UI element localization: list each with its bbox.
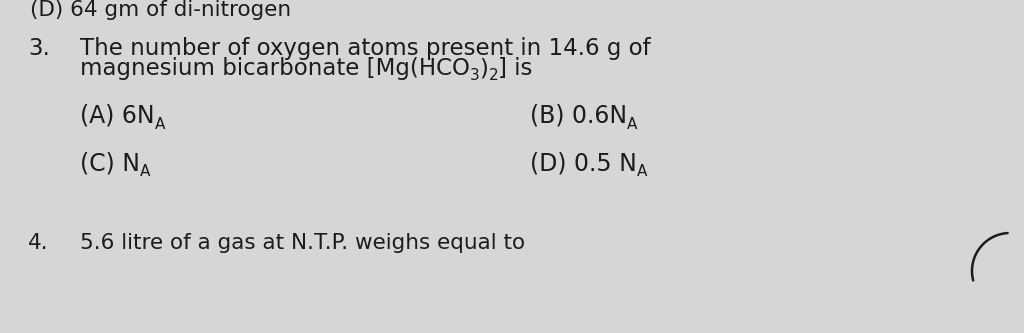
- Text: ] is: ] is: [498, 57, 532, 80]
- Text: A: A: [637, 164, 647, 179]
- Text: (A) 6N: (A) 6N: [80, 104, 155, 128]
- Text: A: A: [627, 117, 638, 132]
- Text: A: A: [140, 164, 151, 179]
- Text: A: A: [155, 117, 165, 132]
- Text: 4.: 4.: [28, 233, 48, 253]
- Text: 2: 2: [488, 68, 498, 83]
- Text: (D) 64 gm of di-nitrogen: (D) 64 gm of di-nitrogen: [30, 0, 291, 20]
- Text: 3.: 3.: [28, 37, 50, 60]
- Text: (B) 0.6N: (B) 0.6N: [530, 104, 627, 128]
- Text: (D) 0.5 N: (D) 0.5 N: [530, 151, 637, 175]
- Text: The number of oxygen atoms present in 14.6 g of: The number of oxygen atoms present in 14…: [80, 37, 650, 60]
- Text: 3: 3: [470, 68, 479, 83]
- Text: (C) N: (C) N: [80, 151, 140, 175]
- Text: magnesium bicarbonate [Mg(HCO: magnesium bicarbonate [Mg(HCO: [80, 57, 470, 80]
- Text: ): ): [479, 57, 488, 80]
- Text: 5.6 litre of a gas at N.T.P. weighs equal to: 5.6 litre of a gas at N.T.P. weighs equa…: [80, 233, 525, 253]
